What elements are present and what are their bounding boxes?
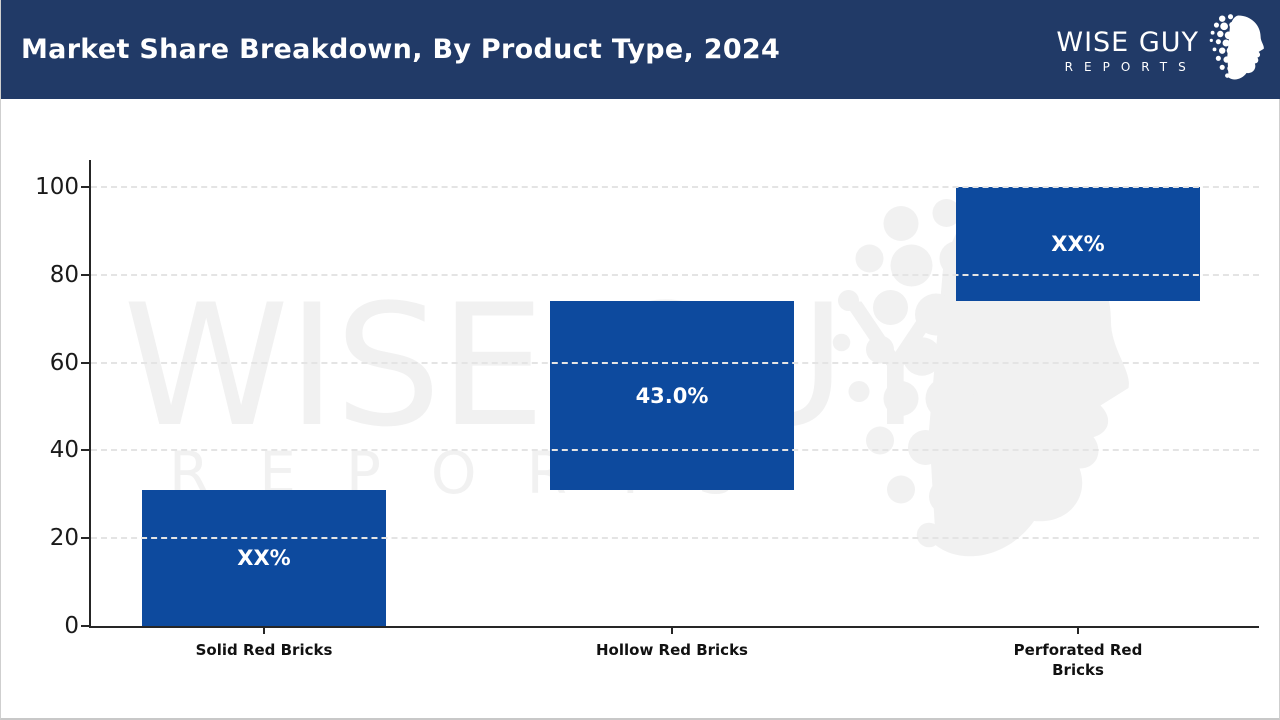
gridline-80 xyxy=(91,273,1259,276)
x-axis-line xyxy=(89,626,1259,628)
y-tick-label-60: 60 xyxy=(49,349,79,376)
logo-subtitle: REPORTS xyxy=(1064,59,1197,74)
y-tick-mark-80 xyxy=(81,273,89,276)
market-share-chart: XX% 43.0% XX% 0 20 40 60 80 100 Solid Red Bricks H… xyxy=(1,99,1280,718)
x-category-label-2: Hollow Red Bricks xyxy=(596,641,748,659)
chart-bar-3: XX% xyxy=(956,187,1200,302)
x-tick-mark-1 xyxy=(263,628,265,634)
y-axis-line xyxy=(89,160,91,628)
bar-value-label: XX% xyxy=(237,545,291,570)
y-tick-mark-0 xyxy=(81,625,89,627)
y-tick-label-100: 100 xyxy=(35,174,79,200)
logo-face-icon xyxy=(1209,14,1264,80)
y-tick-label-20: 20 xyxy=(49,525,79,552)
y-tick-label-40: 40 xyxy=(49,437,79,464)
page-title: Market Share Breakdown, By Product Type,… xyxy=(21,34,781,65)
x-category-label-3: Perforated Red Bricks xyxy=(1013,641,1143,680)
y-tick-mark-20 xyxy=(81,537,89,540)
y-tick-mark-60 xyxy=(81,361,89,364)
gridline-60 xyxy=(91,361,1259,364)
logo-wordmark: WISE GUY xyxy=(1056,26,1199,58)
chart-bar-1: XX% xyxy=(142,489,386,626)
header-bar: Market Share Breakdown, By Product Type,… xyxy=(1,0,1280,99)
chart-bar-2: 43.0% xyxy=(550,301,794,490)
x-tick-mark-3 xyxy=(1077,628,1079,634)
bar-value-label: XX% xyxy=(1051,232,1105,257)
gridline-20 xyxy=(91,537,1259,540)
wise-guy-reports-logo: WISE GUY REPORTS xyxy=(1027,4,1267,96)
x-category-label-1: Solid Red Bricks xyxy=(195,641,333,659)
gridline-40 xyxy=(91,449,1259,452)
bar-value-label: 43.0% xyxy=(635,383,709,408)
y-tick-label-0: 0 xyxy=(64,613,79,639)
gridline-100 xyxy=(91,186,1259,188)
y-tick-label-80: 80 xyxy=(49,261,79,288)
y-tick-mark-40 xyxy=(81,449,89,452)
y-tick-mark-100 xyxy=(81,186,89,188)
x-tick-mark-2 xyxy=(671,628,673,634)
logo-text: WISE GUY REPORTS xyxy=(1056,27,1199,74)
